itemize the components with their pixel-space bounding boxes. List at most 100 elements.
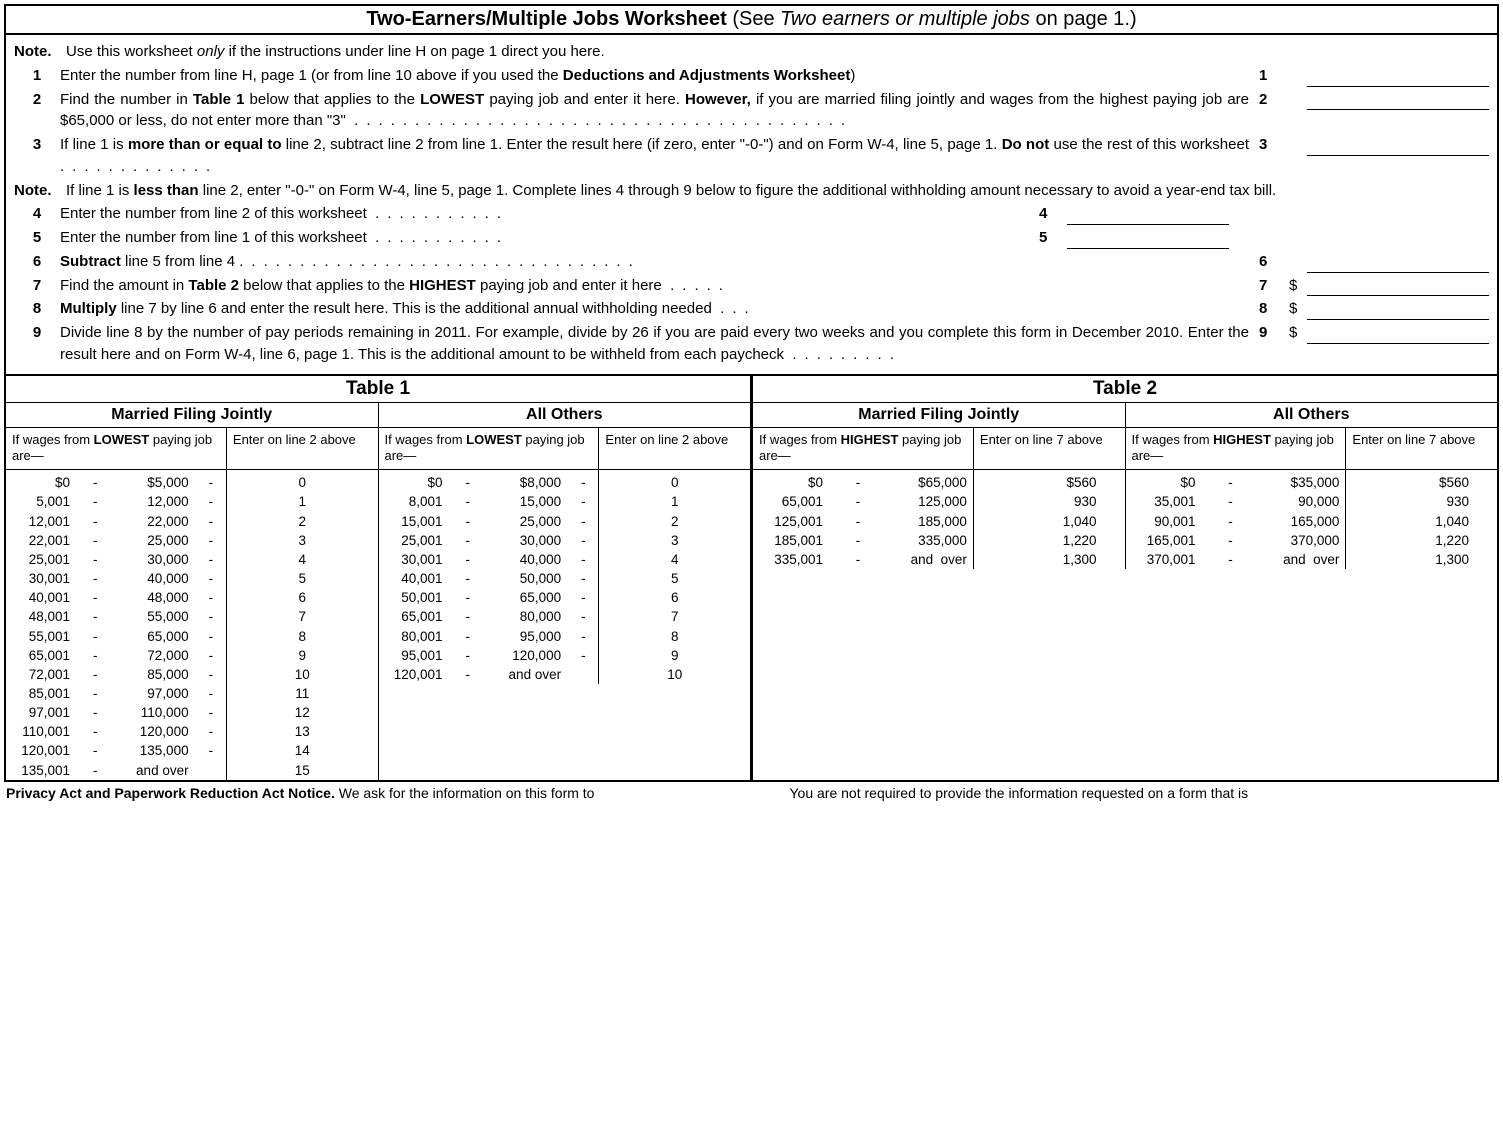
- table-2-others: All Others If wages from HIGHEST paying …: [1125, 403, 1498, 570]
- table-2-mfj: Married Filing Jointly If wages from HIG…: [753, 403, 1125, 570]
- line-7-input[interactable]: [1307, 280, 1489, 296]
- line-3: 3 If line 1 is more than or equal to lin…: [14, 134, 1489, 178]
- table-2-oth-hdr-enter: Enter on line 7 above: [1345, 428, 1497, 470]
- value-line: 9: [605, 646, 744, 665]
- value-line: 11: [233, 684, 372, 703]
- line-2-t2: Table 1: [193, 91, 245, 108]
- line-3-num: 3: [14, 134, 60, 156]
- line-4-entry: 4: [1039, 203, 1249, 225]
- value-line: 14: [233, 741, 372, 760]
- line-6-num: 6: [14, 251, 60, 273]
- line-8: 8 Multiply line 7 by line 6 and enter th…: [14, 298, 1489, 320]
- line-9-input[interactable]: [1307, 328, 1489, 344]
- table-1-oth-hdr: If wages from LOWEST paying job are— Ent…: [379, 428, 751, 471]
- title-paren-pre: (See: [727, 8, 780, 30]
- note-2-t3: line 2, enter "-0-" on Form W-4, line 5,…: [199, 182, 1277, 199]
- footer-left: Privacy Act and Paperwork Reduction Act …: [6, 784, 750, 802]
- range-line: 80,001 - 95,000-: [385, 627, 593, 646]
- table-2-mfj-data: $0 - $65,00065,001 - 125,000125,001 - 18…: [753, 470, 1125, 569]
- line-2-text: Find the number in Table 1 below that ap…: [60, 89, 1249, 133]
- line-8-text: Multiply line 7 by line 6 and enter the …: [60, 298, 1249, 320]
- line-7-t4: HIGHEST: [409, 277, 476, 294]
- line-1-b: Deductions and Adjustments Worksheet: [563, 67, 851, 84]
- line-2-input[interactable]: [1307, 94, 1489, 110]
- t2o-hw-a: If wages from: [1132, 432, 1214, 447]
- table-1-mfj-ranges: $0 - $5,000-5,001 - 12,000-12,001 - 22,0…: [6, 470, 226, 780]
- line-8-rnum: 8: [1259, 298, 1289, 320]
- line-3-t3: line 2, subtract line 2 from line 1. Ent…: [282, 136, 1002, 153]
- range-line: $0 - $65,000: [759, 473, 967, 492]
- table-2-oth-hdr-wages: If wages from HIGHEST paying job are—: [1126, 428, 1346, 470]
- range-line: 12,001 - 22,000-: [12, 512, 220, 531]
- line-9-text: Divide line 8 by the number of pay perio…: [60, 322, 1249, 366]
- table-1-mfj-hdr-wages: If wages from LOWEST paying job are—: [6, 428, 226, 470]
- range-line: 8,001 - 15,000-: [385, 492, 593, 511]
- range-line: 35,001 - 90,000: [1132, 492, 1340, 511]
- line-7-rnum: 7: [1259, 275, 1289, 297]
- line-7-t1: Find the amount in: [60, 277, 188, 294]
- line-6-t2: line 5 from line 4: [121, 253, 239, 270]
- footer-right: You are not required to provide the info…: [750, 784, 1494, 802]
- line-3-t1: If line 1 is: [60, 136, 128, 153]
- line-3-rnum: 3: [1259, 134, 1289, 156]
- footer-left-bold: Privacy Act and Paperwork Reduction Act …: [6, 785, 335, 801]
- value-line: 930: [1352, 492, 1491, 511]
- footer-left-rest: We ask for the information on this form …: [335, 785, 595, 801]
- value-line: 3: [605, 531, 744, 550]
- t2m-hw-a: If wages from: [759, 432, 841, 447]
- line-5-input[interactable]: [1067, 233, 1229, 249]
- range-line: 125,001 - 185,000: [759, 512, 967, 531]
- line-6-rnum: 6: [1259, 251, 1289, 273]
- table-2-mfj-hdr: If wages from HIGHEST paying job are— En…: [753, 428, 1125, 471]
- range-line: 72,001 - 85,000-: [12, 665, 220, 684]
- line-8-t2: line 7 by line 6 and enter the result he…: [117, 300, 712, 317]
- range-line: 40,001 - 48,000-: [12, 588, 220, 607]
- value-line: 1,220: [980, 531, 1119, 550]
- range-line: 65,001 - 125,000: [759, 492, 967, 511]
- title-paren-ital: Two earners or multiple jobs: [780, 8, 1030, 30]
- line-4-num: 4: [14, 203, 60, 225]
- line-9-prefix: $: [1289, 322, 1307, 344]
- range-line: $0 - $35,000: [1132, 473, 1340, 492]
- line-4-input[interactable]: [1067, 209, 1229, 225]
- line-6-input[interactable]: [1307, 257, 1489, 273]
- line-4-text: Enter the number from line 2 of this wor…: [60, 203, 1039, 225]
- table-2-subrow: Married Filing Jointly If wages from HIG…: [753, 403, 1497, 570]
- value-line: 7: [605, 607, 744, 626]
- range-line: 22,001 - 25,000-: [12, 531, 220, 550]
- line-5-dots: ...........: [375, 229, 509, 246]
- line-4-mnum: 4: [1039, 203, 1067, 225]
- range-line: 97,001 - 110,000-: [12, 703, 220, 722]
- value-line: 1: [605, 492, 744, 511]
- table-1-mfj-data: $0 - $5,000-5,001 - 12,000-12,001 - 22,0…: [6, 470, 378, 780]
- range-line: 165,001 - 370,000: [1132, 531, 1340, 550]
- line-7-t5: paying job and enter it here: [476, 277, 662, 294]
- line-2-t6: However,: [685, 91, 751, 108]
- line-7-entry: 7 $: [1249, 275, 1489, 297]
- tables-row: Table 1 Married Filing Jointly If wages …: [6, 374, 1497, 780]
- line-3-t4: Do not: [1002, 136, 1050, 153]
- line-1-input[interactable]: [1307, 71, 1489, 87]
- table-2-oth-vals: $5609301,0401,2201,300: [1345, 470, 1497, 569]
- line-8-entry: 8 $: [1249, 298, 1489, 320]
- note-2-label: Note.: [14, 180, 66, 202]
- range-line: 110,001 - 120,000-: [12, 722, 220, 741]
- line-6-text: Subtract line 5 from line 4 ............…: [60, 251, 1249, 273]
- range-line: 90,001 - 165,000: [1132, 512, 1340, 531]
- table-1-oth-hdr-enter: Enter on line 2 above: [598, 428, 750, 470]
- line-7-prefix: $: [1289, 275, 1307, 297]
- note-1-label: Note.: [14, 41, 66, 63]
- table-1-mfj: Married Filing Jointly If wages from LOW…: [6, 403, 378, 780]
- footer: Privacy Act and Paperwork Reduction Act …: [4, 782, 1499, 802]
- line-6-entry: 6: [1249, 251, 1489, 273]
- value-line: 13: [233, 722, 372, 741]
- range-line: $0 - $8,000-: [385, 473, 593, 492]
- line-7-dots: .....: [670, 277, 731, 294]
- note-1-post: if the instructions under line H on page…: [224, 43, 604, 60]
- line-8-input[interactable]: [1307, 304, 1489, 320]
- line-3-input[interactable]: [1307, 140, 1489, 156]
- table-1-oth-vals: 012345678910: [598, 470, 750, 684]
- line-7-t2: Table 2: [188, 277, 239, 294]
- range-line: 15,001 - 25,000-: [385, 512, 593, 531]
- table-1-mfj-title: Married Filing Jointly: [6, 403, 378, 428]
